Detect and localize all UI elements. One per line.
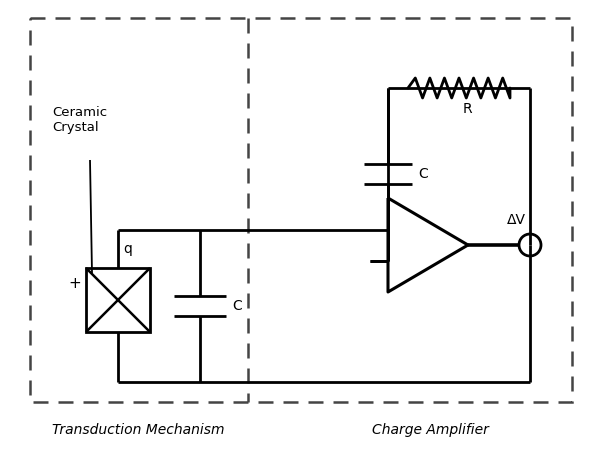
Text: Transduction Mechanism: Transduction Mechanism: [52, 423, 224, 437]
Bar: [86, 268, 150, 332]
Text: Charge Amplifier: Charge Amplifier: [371, 423, 488, 437]
Text: +: +: [68, 276, 81, 291]
Text: R: R: [462, 102, 472, 116]
Text: Ceramic
Crystal: Ceramic Crystal: [52, 106, 107, 134]
Text: C: C: [418, 167, 428, 181]
Text: ΔV: ΔV: [506, 213, 526, 227]
Text: q: q: [123, 242, 132, 256]
Text: C: C: [232, 299, 242, 313]
Bar: [30, 18, 572, 402]
